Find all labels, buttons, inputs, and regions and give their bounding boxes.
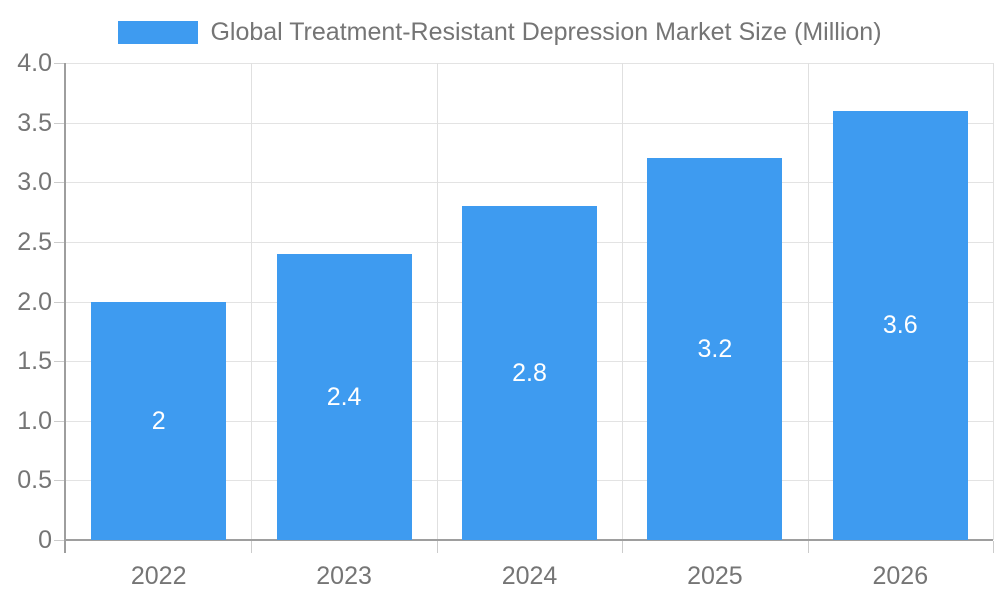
y-axis-tick-label: 2.0 — [17, 287, 52, 316]
bar-value-label: 3.6 — [882, 311, 918, 340]
gridline-horizontal — [66, 122, 993, 124]
y-axis-tick — [54, 540, 64, 541]
y-axis-tick — [54, 241, 64, 243]
y-axis-tick-label: 2.5 — [17, 227, 52, 256]
bar[interactable]: 3.6 — [832, 110, 968, 540]
x-axis-tick-label: 2026 — [872, 562, 929, 590]
gridline-vertical — [436, 63, 438, 540]
y-axis-tick — [54, 420, 64, 422]
y-axis-tick — [54, 361, 64, 363]
y-axis-tick-label: 0.5 — [17, 466, 52, 495]
y-axis-tick-label: 1.5 — [17, 347, 52, 376]
y-axis-tick-label: 4.0 — [17, 49, 52, 77]
y-axis-tick-label: 0 — [38, 526, 52, 554]
y-axis-tick — [54, 63, 64, 64]
x-axis-line — [64, 539, 993, 541]
y-axis-tick-label: 1.0 — [17, 406, 52, 435]
bar[interactable]: 3.2 — [647, 158, 783, 540]
x-axis-tick-label: 2023 — [316, 562, 372, 590]
bar-value-label: 3.2 — [697, 335, 733, 364]
bar[interactable]: 2 — [91, 301, 227, 540]
legend[interactable]: Global Treatment-Resistant Depression Ma… — [0, 18, 1000, 46]
bar-value-label: 2.8 — [512, 359, 547, 388]
x-axis-tick — [251, 541, 253, 553]
y-axis-line — [64, 63, 66, 553]
x-axis-tick-label: 2022 — [130, 562, 187, 590]
x-axis-tick — [622, 541, 624, 553]
y-axis-tick — [54, 301, 64, 303]
legend-label[interactable]: Global Treatment-Resistant Depression Ma… — [210, 18, 882, 46]
gridline-horizontal — [66, 182, 993, 184]
x-axis-tick-label: 2024 — [501, 562, 558, 590]
y-axis-tick — [54, 122, 64, 124]
x-axis-tick — [993, 541, 994, 553]
bar-value-label: 2 — [151, 406, 166, 435]
x-axis-tick — [436, 541, 438, 553]
y-axis-tick-label: 3.0 — [17, 168, 52, 197]
y-axis-tick — [54, 480, 64, 482]
y-axis-tick-label: 3.5 — [17, 108, 52, 137]
legend-swatch[interactable] — [118, 20, 199, 44]
y-axis-tick — [54, 182, 64, 184]
gridline-vertical — [807, 63, 809, 540]
bar-value-label: 2.4 — [326, 382, 362, 411]
gridline-vertical — [993, 63, 994, 540]
bar[interactable]: 2.4 — [276, 253, 412, 540]
gridline-vertical — [622, 63, 624, 540]
x-axis-tick — [807, 541, 809, 553]
gridline-vertical — [251, 63, 253, 540]
gridline-horizontal — [66, 63, 993, 64]
bar[interactable]: 2.8 — [462, 206, 597, 540]
x-axis-tick-label: 2025 — [687, 562, 743, 590]
